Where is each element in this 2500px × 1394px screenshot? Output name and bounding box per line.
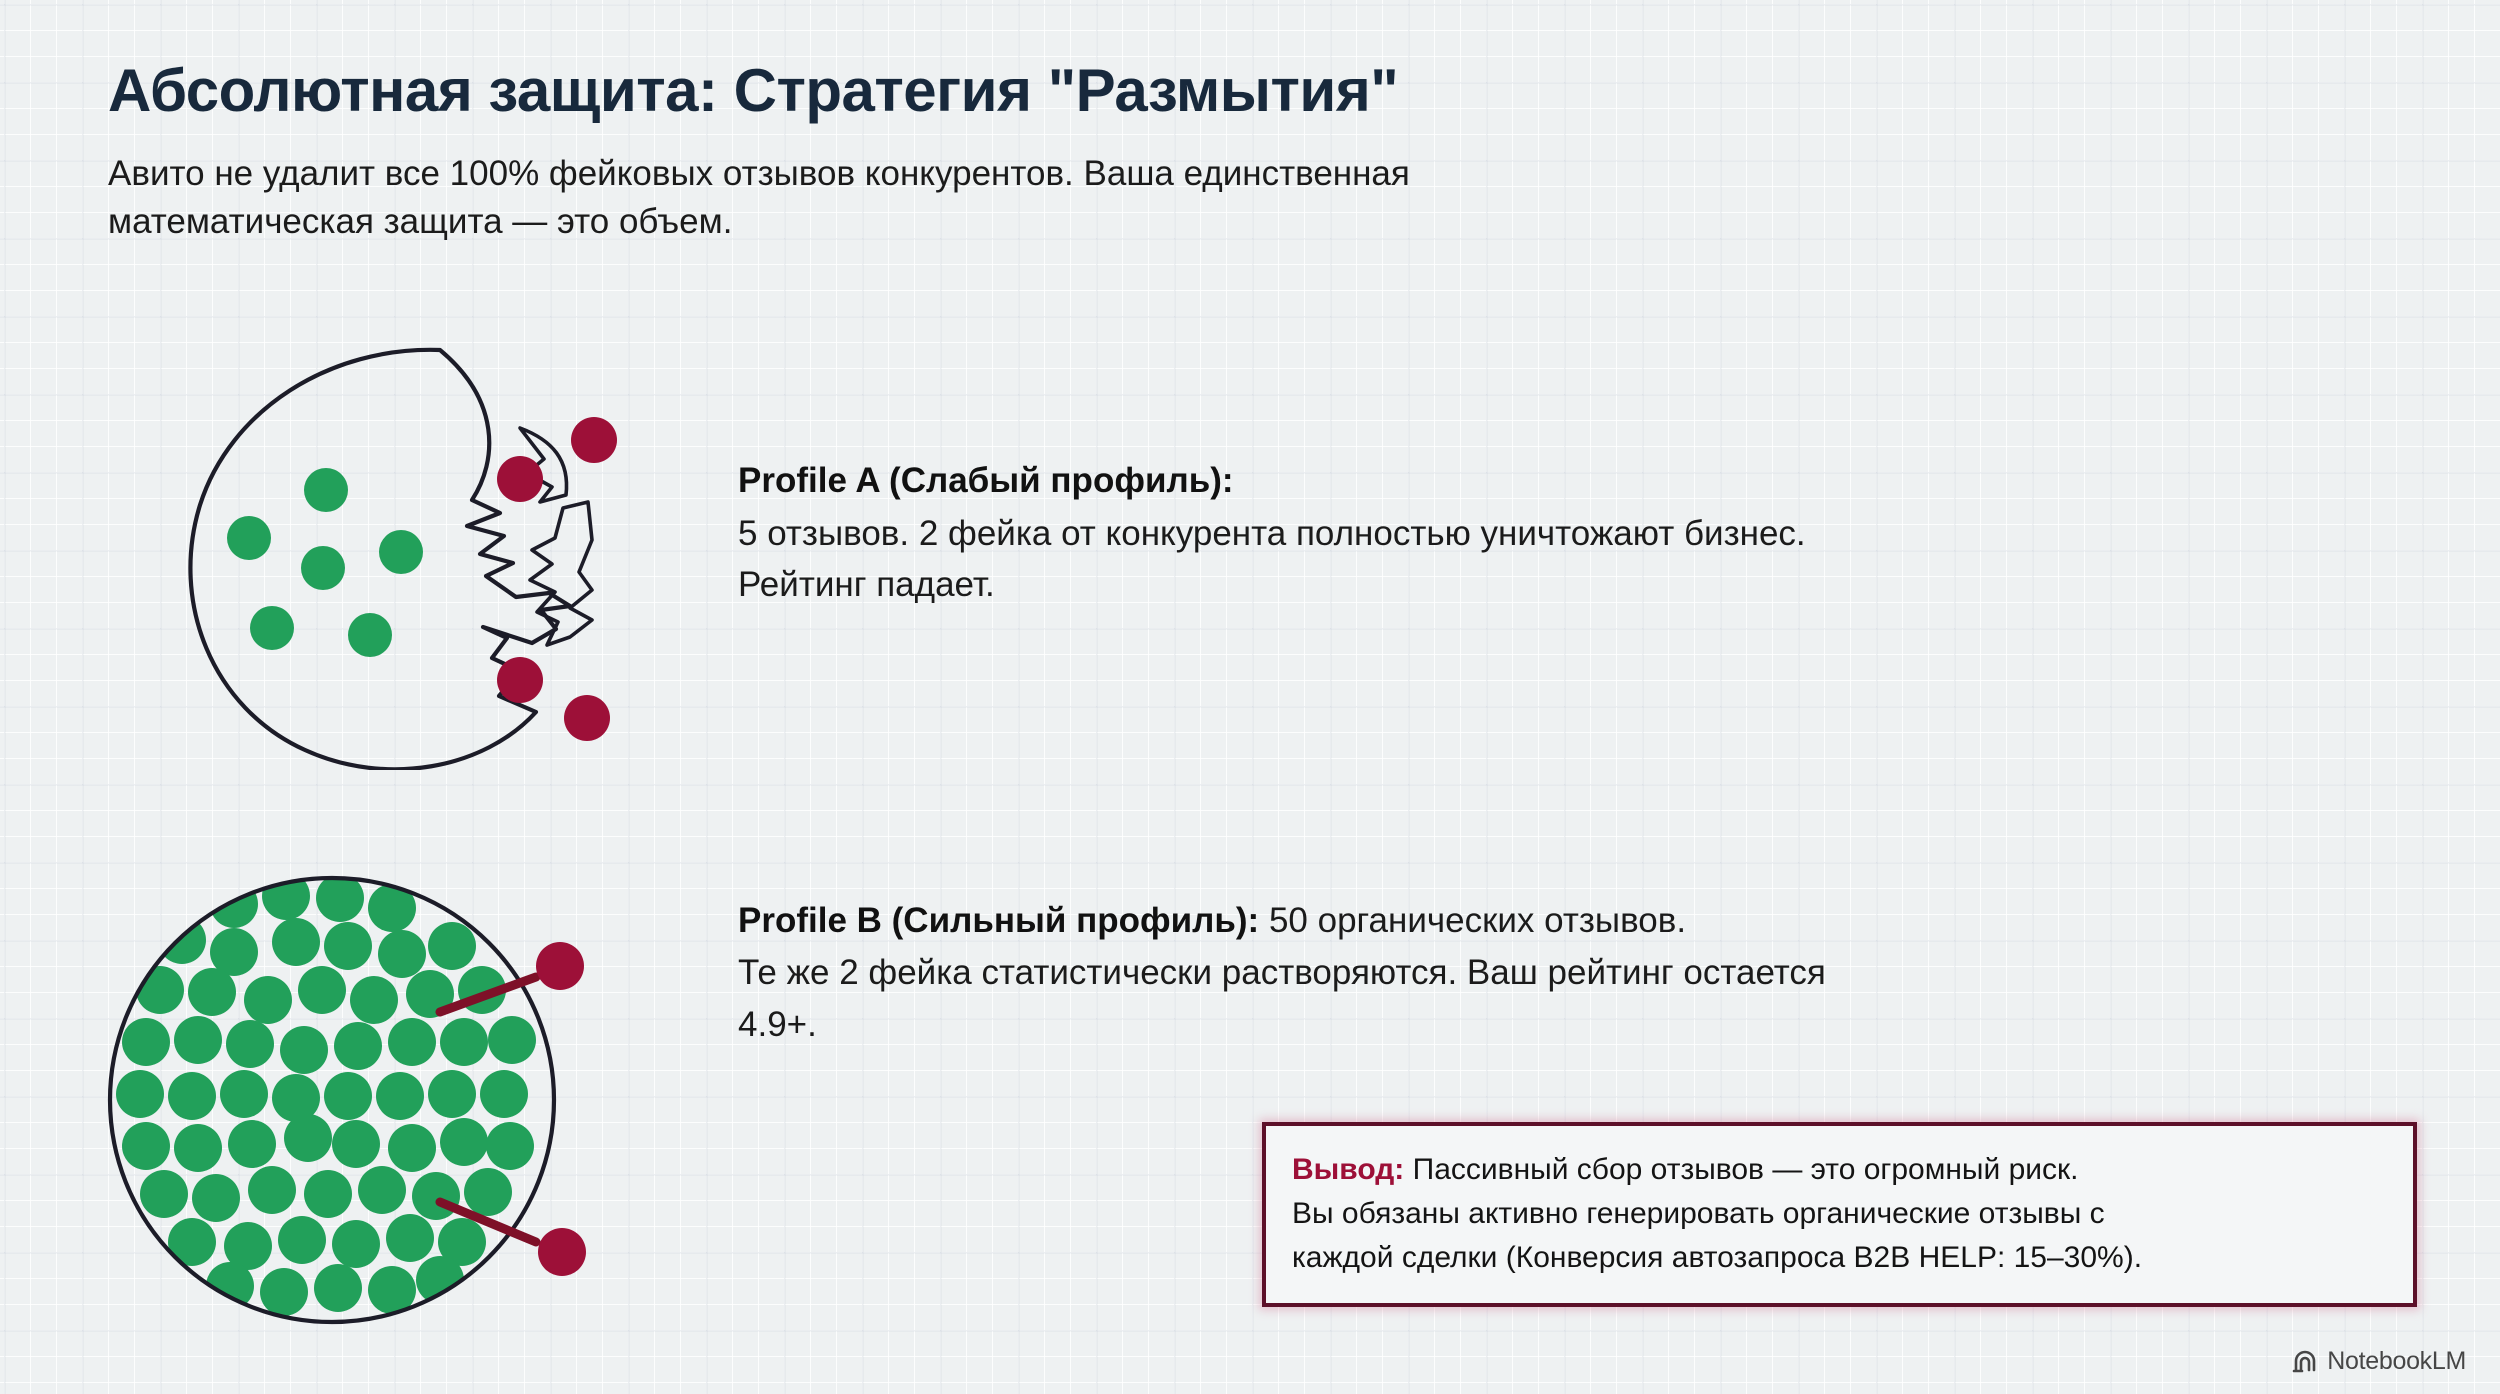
subtitle-line-2: математическая защита — это объем. <box>108 202 733 242</box>
weak-profile-green-dots <box>227 468 423 657</box>
conclusion-line-2: Вы обязаны активно генерировать органиче… <box>1292 1196 2105 1230</box>
profile-a-heading: Profile A (Слабый профиль): <box>738 461 1234 500</box>
diagram-column <box>100 340 730 1350</box>
profile-b-heading: Profile B (Сильный профиль): <box>738 901 1260 940</box>
conclusion-line-1: Пассивный сбор отзывов — это огромный ри… <box>1404 1153 2079 1186</box>
conclusion-callout: Вывод: Пассивный сбор отзывов — это огро… <box>1262 1122 2417 1308</box>
profile-b-text-block: Profile B (Сильный профиль): 50 органиче… <box>738 895 2438 1050</box>
strong-profile-diagram <box>107 875 586 1325</box>
profile-b-body: Profile B (Сильный профиль): 50 органиче… <box>738 895 2438 1050</box>
profile-a-body-line-2: Рейтинг падает. <box>738 565 995 605</box>
notebooklm-watermark: NotebookLM <box>2292 1347 2466 1376</box>
cracked-circle-outline <box>188 347 573 770</box>
fake-connector-lower <box>435 1197 541 1247</box>
page-subtitle: Авито не удалит все 100% фейковых отзыво… <box>108 150 2068 247</box>
profile-a-body-line-1: 5 отзывов. 2 фейка от конкурента полност… <box>738 513 1806 553</box>
conclusion-label: Вывод: <box>1292 1153 1405 1186</box>
conclusion-text: Вывод: Пассивный сбор отзывов — это огро… <box>1292 1148 2387 1279</box>
profile-a-text-block: Profile A (Слабый профиль): 5 отзывов. 2… <box>738 455 2438 611</box>
fake-connector-upper <box>435 972 541 1017</box>
page-title: Абсолютная защита: Стратегия "Размытия" <box>108 57 1399 124</box>
crack-fragment-upper <box>518 426 569 504</box>
profile-b-body-line-3: 4.9+. <box>738 1004 817 1044</box>
weak-profile-diagram <box>188 347 617 770</box>
notebooklm-label: NotebookLM <box>2327 1347 2466 1375</box>
weak-profile-red-dots <box>497 417 617 741</box>
profile-a-body: 5 отзывов. 2 фейка от конкурента полност… <box>738 508 2438 612</box>
subtitle-line-1: Авито не удалит все 100% фейковых отзыво… <box>108 154 1410 193</box>
conclusion-line-3: каждой сделки (Конверсия автозапроса B2B… <box>1292 1240 2143 1274</box>
strong-profile-red-dots <box>536 942 586 1276</box>
profile-b-body-inline: 50 органических отзывов. <box>1259 901 1687 940</box>
header: Абсолютная защита: Стратегия "Размытия" … <box>108 58 2208 247</box>
strong-circle-outline <box>107 875 557 1325</box>
profile-b-body-line-2: Те же 2 фейка статистически растворяются… <box>738 952 1826 992</box>
notebooklm-logo-icon <box>2292 1350 2318 1374</box>
crack-fragment-lower <box>528 500 594 647</box>
strong-profile-green-dots <box>116 878 536 1316</box>
